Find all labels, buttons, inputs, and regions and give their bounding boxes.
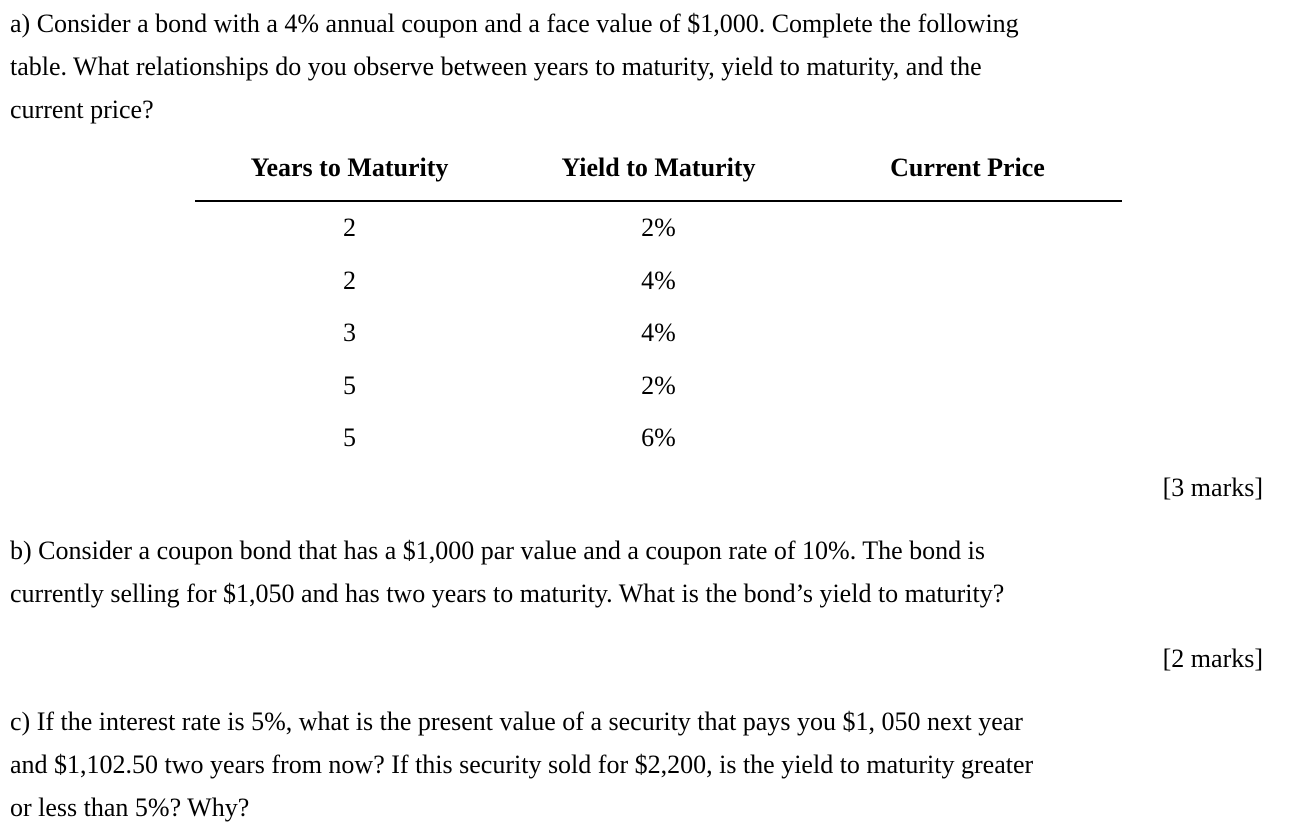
table-row: 2 4% (195, 255, 1122, 308)
table-cell-yield: 2% (641, 370, 676, 400)
table-cell-yield: 4% (641, 265, 676, 295)
table-cell-years: 3 (342, 318, 356, 348)
table-cell-yield: 2% (641, 213, 676, 243)
table-cell-years: 5 (342, 423, 356, 453)
table-header-current-price: Current Price (890, 153, 1045, 182)
question-c-line: c) If the interest rate is 5%, what is t… (10, 707, 1023, 736)
question-a-line: a) Consider a bond with a 4% annual coup… (10, 9, 1019, 38)
table-row: 5 6% (195, 412, 1122, 465)
table-row: 3 4% (195, 307, 1122, 360)
question-c-line: and $1,102.50 two years from now? If thi… (10, 750, 1034, 779)
question-c: c) If the interest rate is 5%, what is t… (10, 700, 1033, 829)
table-cell-yield: 4% (641, 318, 676, 348)
question-b: b) Consider a coupon bond that has a $1,… (10, 529, 1004, 615)
marks-label-b: [2 marks] (1162, 644, 1263, 673)
bond-maturity-table: Years to Maturity Yield to Maturity Curr… (195, 146, 1122, 465)
table-header-yield-to-maturity: Yield to Maturity (561, 153, 756, 182)
table-cell-yield: 6% (641, 423, 676, 453)
question-a-line: current price? (10, 95, 154, 124)
table-header-row: Years to Maturity Yield to Maturity Curr… (195, 146, 1122, 202)
question-b-line: currently selling for $1,050 and has two… (10, 579, 1005, 608)
table-cell-years: 2 (342, 265, 356, 295)
marks-label-a: [3 marks] (1162, 473, 1263, 502)
table-cell-years: 5 (342, 370, 356, 400)
table-header-years-to-maturity: Years to Maturity (250, 153, 449, 182)
table-row: 2 2% (195, 202, 1122, 255)
question-a: a) Consider a bond with a 4% annual coup… (10, 2, 1019, 131)
question-c-line: or less than 5%? Why? (10, 793, 250, 822)
table-cell-years: 2 (342, 213, 356, 243)
table-row: 5 2% (195, 360, 1122, 413)
question-b-line: b) Consider a coupon bond that has a $1,… (10, 536, 985, 565)
question-a-line: table. What relationships do you observe… (10, 52, 982, 81)
